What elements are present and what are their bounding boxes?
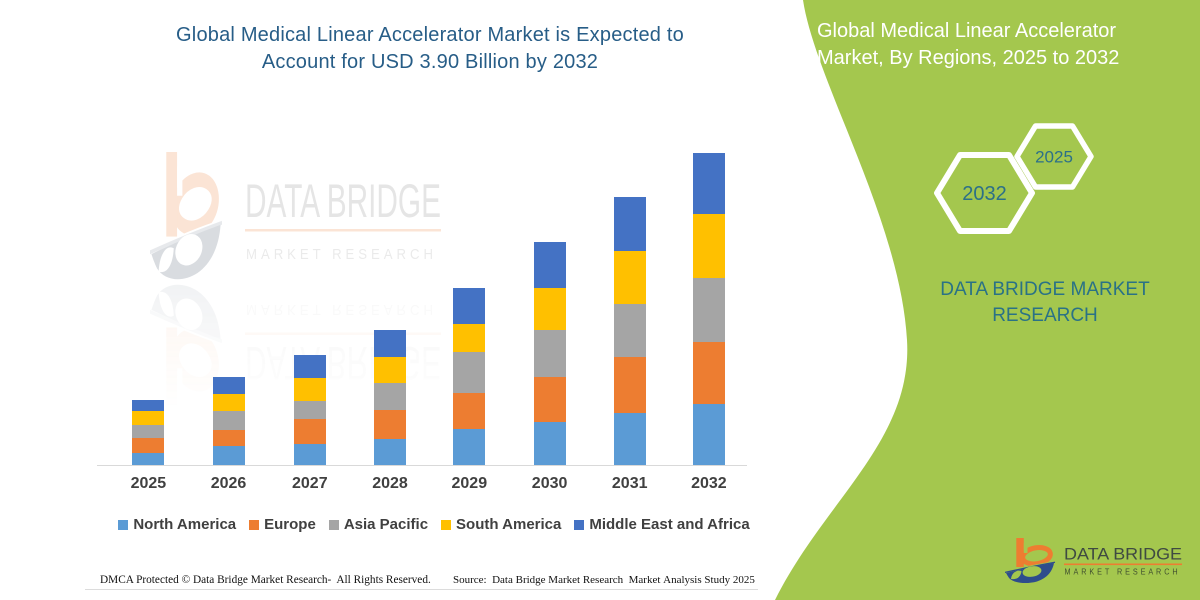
svg-text:2025: 2025	[1035, 148, 1073, 167]
svg-text:2032: 2032	[962, 183, 1007, 205]
svg-text:DATA BRIDGE: DATA BRIDGE	[1064, 545, 1182, 564]
svg-text:DATA BRIDGE: DATA BRIDGE	[245, 174, 441, 227]
svg-text:MARKET RESEARCH: MARKET RESEARCH	[246, 246, 437, 263]
svg-text:MARKET RESEARCH: MARKET RESEARCH	[246, 301, 437, 318]
svg-text:DATA BRIDGE: DATA BRIDGE	[245, 337, 441, 390]
svg-text:MARKET RESEARCH: MARKET RESEARCH	[1065, 568, 1181, 577]
